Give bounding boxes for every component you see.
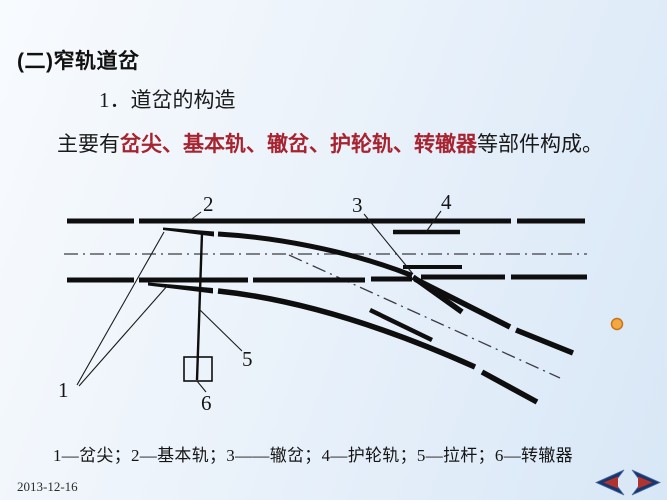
term-separator: 、 (246, 132, 267, 156)
leader-line-4 (425, 210, 442, 233)
switch-machine-box (183, 356, 213, 382)
diverging-rail-upper-curve (217, 231, 413, 278)
diagram-label-4: 4 (441, 190, 452, 214)
leader-line-2 (187, 211, 202, 223)
sentence-suffix: 等部件构成。 (477, 132, 603, 156)
leader-line-6 (196, 380, 207, 393)
frog (411, 274, 464, 315)
diagram-label-3: 3 (352, 193, 363, 217)
term-separator: 、 (393, 132, 414, 156)
term-zhuanzheqi: 转辙器 (414, 132, 477, 156)
leader-line-5 (198, 308, 243, 352)
nav-forward-button[interactable] (631, 469, 661, 496)
leader-line-1a (76, 231, 165, 386)
figure-caption: 1—岔尖；2—基本轨；3——辙岔；4—护轮轨；5—拉杆；6—转辙器 (53, 446, 573, 465)
switch-point-lower (148, 282, 213, 294)
term-zhecha: 辙岔 (267, 132, 309, 156)
switch-point-upper (163, 227, 214, 237)
diverging-rail-lower (480, 369, 539, 405)
forward-arrow-icon (631, 469, 661, 496)
term-jibengui: 基本轨 (183, 132, 246, 156)
section-heading: 1．道岔的构造 (99, 88, 236, 112)
leader-line-3 (363, 213, 414, 275)
back-arrow-icon (595, 469, 625, 496)
slide-navigation (595, 469, 661, 496)
page-title: (二)窄轨道岔 (17, 50, 140, 73)
term-hulungui: 护轮轨 (330, 132, 393, 156)
diagram-label-1: 1 (58, 378, 69, 402)
stock-rail-bottom (67, 274, 587, 283)
leader-line-1b (78, 284, 169, 387)
bullet-dot (610, 317, 624, 331)
diagram-label-5: 5 (242, 347, 253, 371)
diverging-rail-lower-curve (217, 288, 477, 370)
branch-centerline (288, 254, 561, 379)
intro-sentence: 主要有岔尖、基本轨、辙岔、护轮轨、转辙器等部件构成。 (57, 128, 603, 158)
diagram-label-6: 6 (201, 391, 212, 415)
diagram-label-2: 2 (203, 192, 214, 216)
throw-rod (195, 232, 204, 381)
date-stamp: 2013-12-16 (17, 479, 78, 494)
term-separator: 、 (309, 132, 330, 156)
term-chadian: 岔尖 (120, 132, 162, 156)
leader-lines (76, 210, 442, 393)
term-separator: 、 (162, 132, 183, 156)
nav-back-button[interactable] (595, 469, 625, 496)
guard-rail-branch (369, 307, 433, 343)
sentence-prefix: 主要有 (57, 132, 120, 156)
diverging-rail-upper (413, 276, 575, 356)
